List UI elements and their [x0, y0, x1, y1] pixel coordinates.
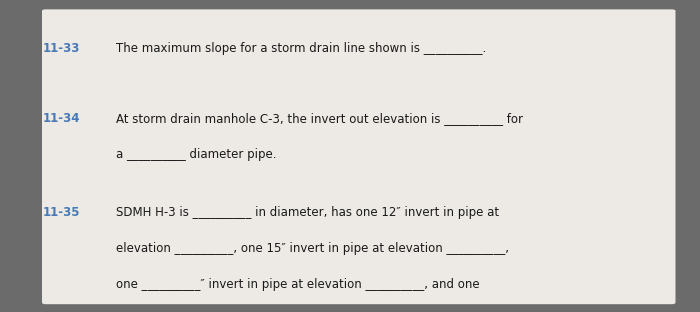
Text: a __________ diameter pipe.: a __________ diameter pipe. — [116, 148, 276, 161]
Text: 11-33: 11-33 — [43, 42, 80, 55]
Text: At storm drain manhole C-3, the invert out elevation is __________ for: At storm drain manhole C-3, the invert o… — [116, 112, 522, 125]
Text: elevation __________, one 15″ invert in pipe at elevation __________,: elevation __________, one 15″ invert in … — [116, 242, 508, 255]
Text: The maximum slope for a storm drain line shown is __________.: The maximum slope for a storm drain line… — [116, 42, 486, 55]
Text: 11-35: 11-35 — [43, 206, 80, 219]
Text: one __________″ invert in pipe at elevation __________, and one: one __________″ invert in pipe at elevat… — [116, 278, 479, 291]
Text: 11-34: 11-34 — [43, 112, 80, 125]
Text: SDMH H-3 is __________ in diameter, has one 12″ invert in pipe at: SDMH H-3 is __________ in diameter, has … — [116, 206, 498, 219]
